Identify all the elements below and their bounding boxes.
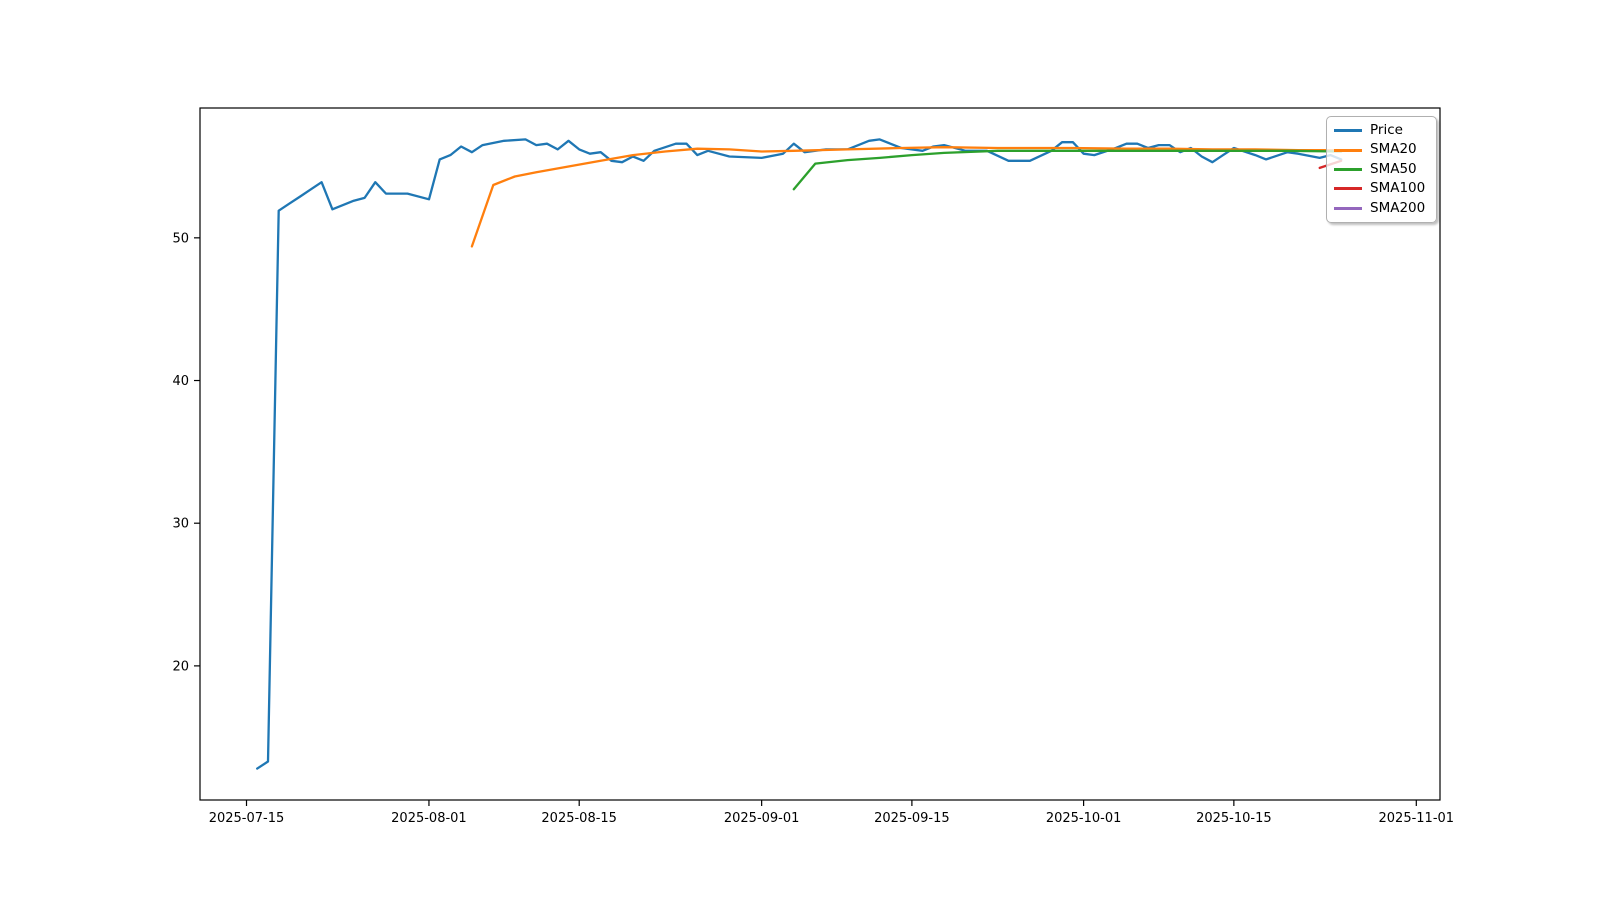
legend-label-sma200: SMA200 [1370, 199, 1426, 216]
legend-swatch-price [1334, 129, 1362, 133]
series-line-price [256, 138, 1343, 770]
x-axis-tick-label: 2025-11-01 [1379, 811, 1455, 826]
x-axis-tick-label: 2025-08-01 [391, 811, 467, 826]
legend-label-sma20: SMA20 [1370, 141, 1417, 158]
legend-label-price: Price [1370, 121, 1403, 138]
legend-item-sma20: SMA20 [1334, 141, 1429, 159]
plot-border [199, 107, 1441, 801]
legend-item-price: Price [1334, 122, 1429, 140]
legend-item-sma200: SMA200 [1334, 199, 1429, 217]
legend-swatch-sma50 [1334, 167, 1362, 171]
series-line-sma20 [470, 146, 1343, 248]
legend-item-sma50: SMA50 [1334, 160, 1429, 178]
x-axis-tick-label: 2025-10-15 [1196, 811, 1272, 826]
x-axis-tick-label: 2025-09-15 [874, 811, 950, 826]
legend-swatch-sma200 [1334, 206, 1362, 210]
legend: Price SMA20 SMA50 SMA100 SMA200 [1326, 116, 1437, 223]
legend-label-sma100: SMA100 [1370, 180, 1426, 197]
x-axis-tick-label: 2025-07-15 [209, 811, 285, 826]
legend-swatch-sma100 [1334, 187, 1362, 191]
legend-swatch-sma20 [1334, 148, 1362, 152]
series-line-sma50 [792, 149, 1343, 191]
legend-item-sma100: SMA100 [1334, 180, 1429, 198]
x-axis-tick-label: 2025-09-01 [724, 811, 800, 826]
y-axis-tick-label: 40 [172, 374, 189, 389]
y-axis-tick-label: 30 [172, 517, 189, 532]
y-axis-tick-label: 50 [172, 231, 189, 246]
y-axis-tick-label: 20 [172, 659, 189, 674]
legend-label-sma50: SMA50 [1370, 160, 1417, 177]
x-axis-tick-label: 2025-08-15 [541, 811, 617, 826]
x-axis-tick-label: 2025-10-01 [1046, 811, 1122, 826]
